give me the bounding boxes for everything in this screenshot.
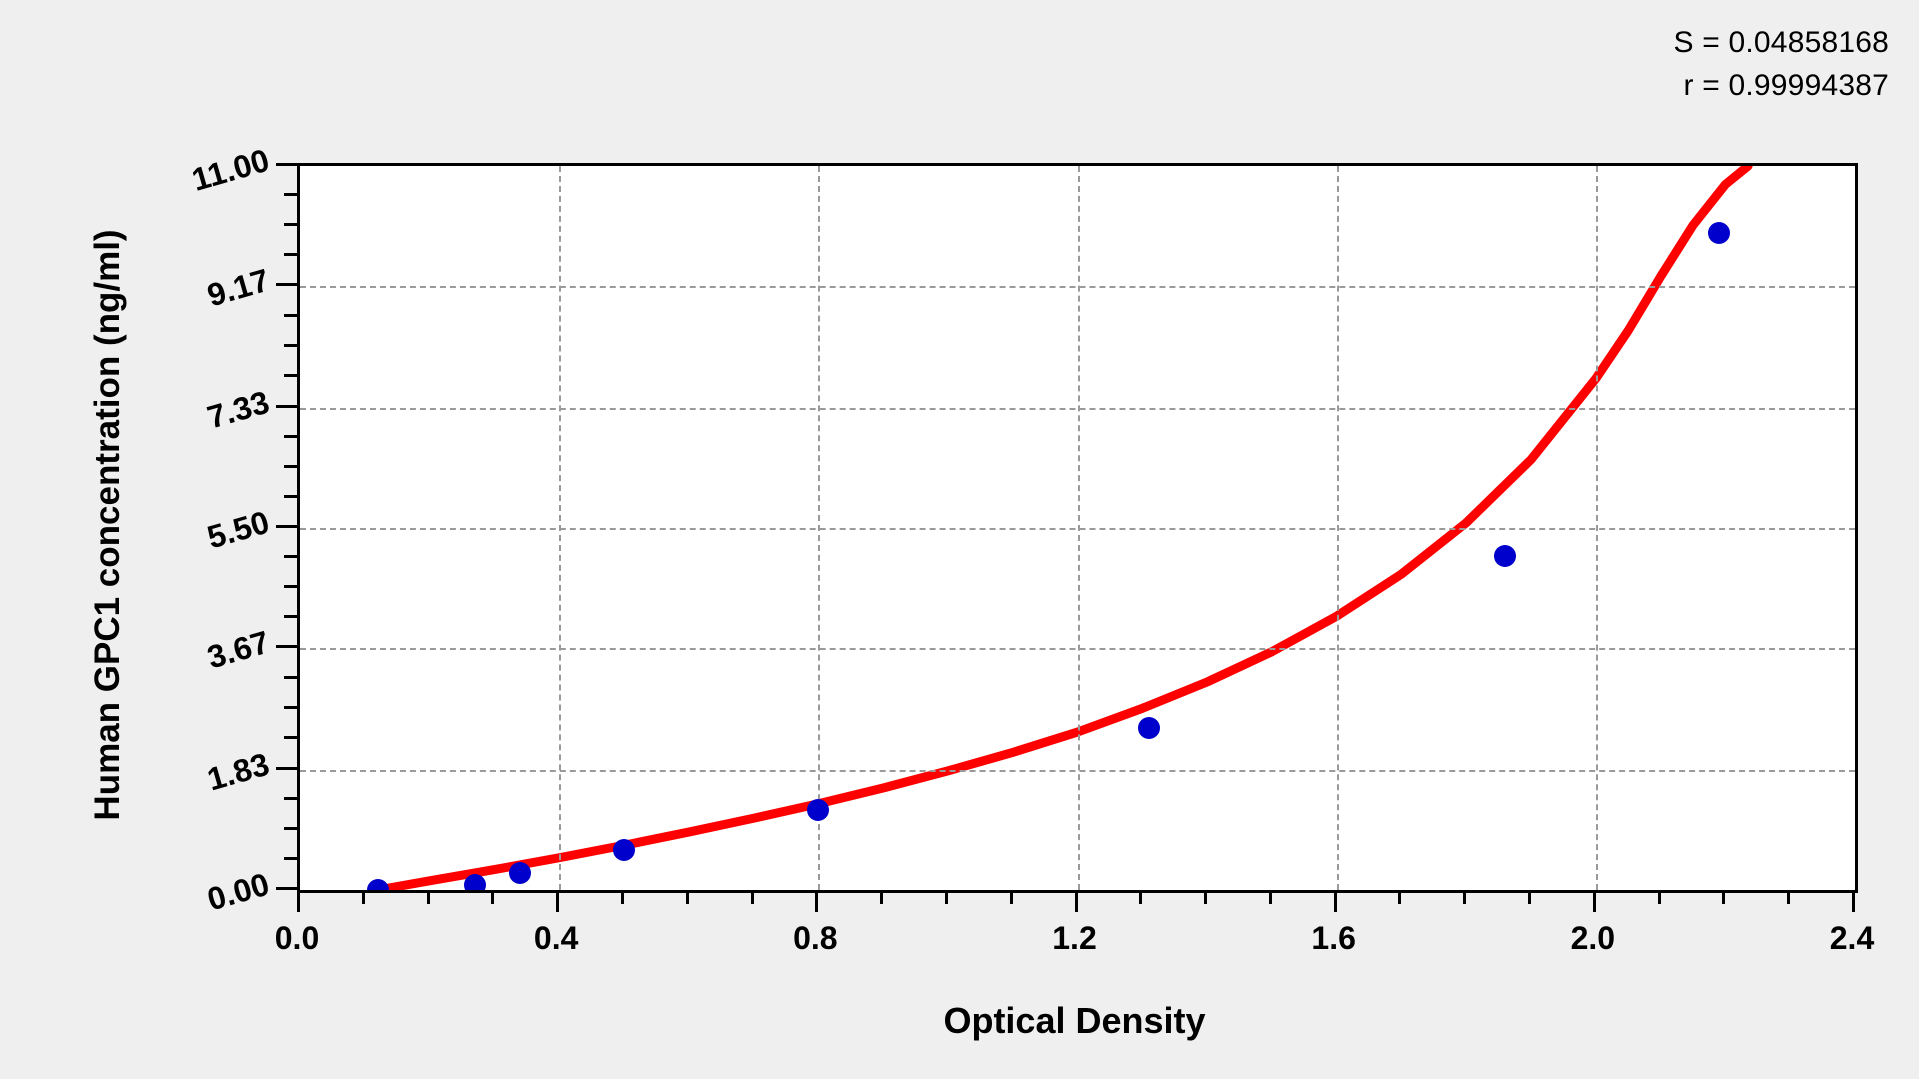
x-tick-major xyxy=(1592,890,1596,912)
horizontal-gridline xyxy=(300,648,1855,651)
y-tick-minor xyxy=(284,555,297,559)
y-tick-label: 5.50 xyxy=(203,503,273,556)
y-tick-minor xyxy=(284,736,297,740)
y-tick-minor xyxy=(284,464,297,468)
r-value-text: r = 0.99994387 xyxy=(1683,68,1889,102)
x-tick-label: 2.4 xyxy=(1829,920,1875,956)
x-tick-major xyxy=(1333,890,1337,912)
x-tick-minor xyxy=(620,890,624,904)
x-tick-minor xyxy=(1787,890,1791,904)
y-tick-minor xyxy=(284,434,297,438)
y-tick-label: 9.17 xyxy=(203,262,273,314)
x-tick-minor xyxy=(944,890,948,904)
x-tick-minor xyxy=(750,890,754,904)
x-axis-title: Optical Density xyxy=(943,1000,1206,1041)
y-tick-major xyxy=(276,283,297,287)
x-tick-major xyxy=(1852,890,1855,912)
y-tick-label: 0.00 xyxy=(203,865,273,918)
y-axis-tick-labels: 0.00 1.83 3.67 5.50 7.33 9.17 11.00 xyxy=(0,0,273,1079)
x-tick-minor xyxy=(426,890,430,904)
y-axis-ticks xyxy=(276,163,298,890)
x-tick-minor xyxy=(1528,890,1532,904)
y-tick-major xyxy=(276,645,297,649)
y-tick-minor xyxy=(284,253,297,257)
x-tick-minor xyxy=(880,890,884,904)
horizontal-gridline xyxy=(300,769,1855,772)
plot-area xyxy=(297,163,1858,893)
y-tick-label: 3.67 xyxy=(203,624,273,676)
x-tick-label: 2.0 xyxy=(1570,920,1616,956)
x-axis-ticks xyxy=(297,890,1855,920)
data-point xyxy=(1137,717,1160,740)
y-tick-minor xyxy=(284,374,297,378)
x-tick-major xyxy=(815,890,819,912)
x-tick-minor xyxy=(1463,890,1467,904)
data-point xyxy=(807,798,830,821)
horizontal-gridline xyxy=(300,286,1855,289)
x-tick-label: 1.6 xyxy=(1311,920,1356,956)
data-point xyxy=(612,838,635,861)
data-point xyxy=(1494,545,1517,568)
x-tick-minor xyxy=(491,890,495,904)
y-tick-minor xyxy=(284,585,297,589)
y-tick-major xyxy=(276,887,297,890)
y-tick-minor xyxy=(284,615,297,619)
x-tick-minor xyxy=(1398,890,1402,904)
y-tick-label: 1.83 xyxy=(203,745,273,798)
y-tick-minor xyxy=(284,193,297,197)
y-tick-major xyxy=(276,163,297,166)
horizontal-gridline xyxy=(300,407,1855,410)
fit-statistics: S = 0.04858168 r = 0.99994387 xyxy=(1674,22,1890,107)
x-tick-minor xyxy=(1268,890,1272,904)
x-tick-major xyxy=(556,890,560,912)
y-tick-minor xyxy=(284,706,297,709)
y-tick-minor xyxy=(284,313,297,317)
x-tick-major xyxy=(1074,890,1078,912)
x-axis-tick-labels: 0.0 0.4 0.8 1.2 1.6 2.0 2.4 xyxy=(275,0,1874,1079)
y-tick-major xyxy=(276,525,297,528)
x-tick-minor xyxy=(685,890,689,904)
s-value-text: S = 0.04858168 xyxy=(1673,26,1889,59)
data-point xyxy=(463,873,486,890)
x-tick-label: 1.2 xyxy=(1052,920,1097,956)
data-point xyxy=(509,861,532,884)
data-point xyxy=(1707,222,1730,245)
x-tick-label: 0.0 xyxy=(274,920,320,956)
y-tick-minor xyxy=(284,856,297,860)
data-point xyxy=(366,879,389,890)
x-tick-minor xyxy=(361,890,365,904)
y-tick-label: 7.33 xyxy=(203,383,273,436)
y-tick-major xyxy=(276,766,297,770)
y-tick-major xyxy=(276,404,297,408)
x-tick-minor xyxy=(1657,890,1661,904)
y-tick-minor xyxy=(284,344,297,347)
x-tick-label: 0.4 xyxy=(533,920,579,956)
x-tick-minor xyxy=(1722,890,1726,904)
y-tick-minor xyxy=(284,796,297,800)
y-tick-minor xyxy=(284,675,297,679)
x-tick-minor xyxy=(1139,890,1143,904)
y-tick-minor xyxy=(284,223,297,227)
x-tick-major xyxy=(297,890,300,912)
x-tick-label: 0.8 xyxy=(793,920,838,956)
y-tick-minor xyxy=(284,494,297,498)
horizontal-gridline xyxy=(300,528,1855,530)
x-tick-minor xyxy=(1204,890,1208,904)
y-tick-minor xyxy=(284,826,297,830)
y-tick-label: 11.00 xyxy=(187,141,273,198)
x-tick-minor xyxy=(1009,890,1013,904)
